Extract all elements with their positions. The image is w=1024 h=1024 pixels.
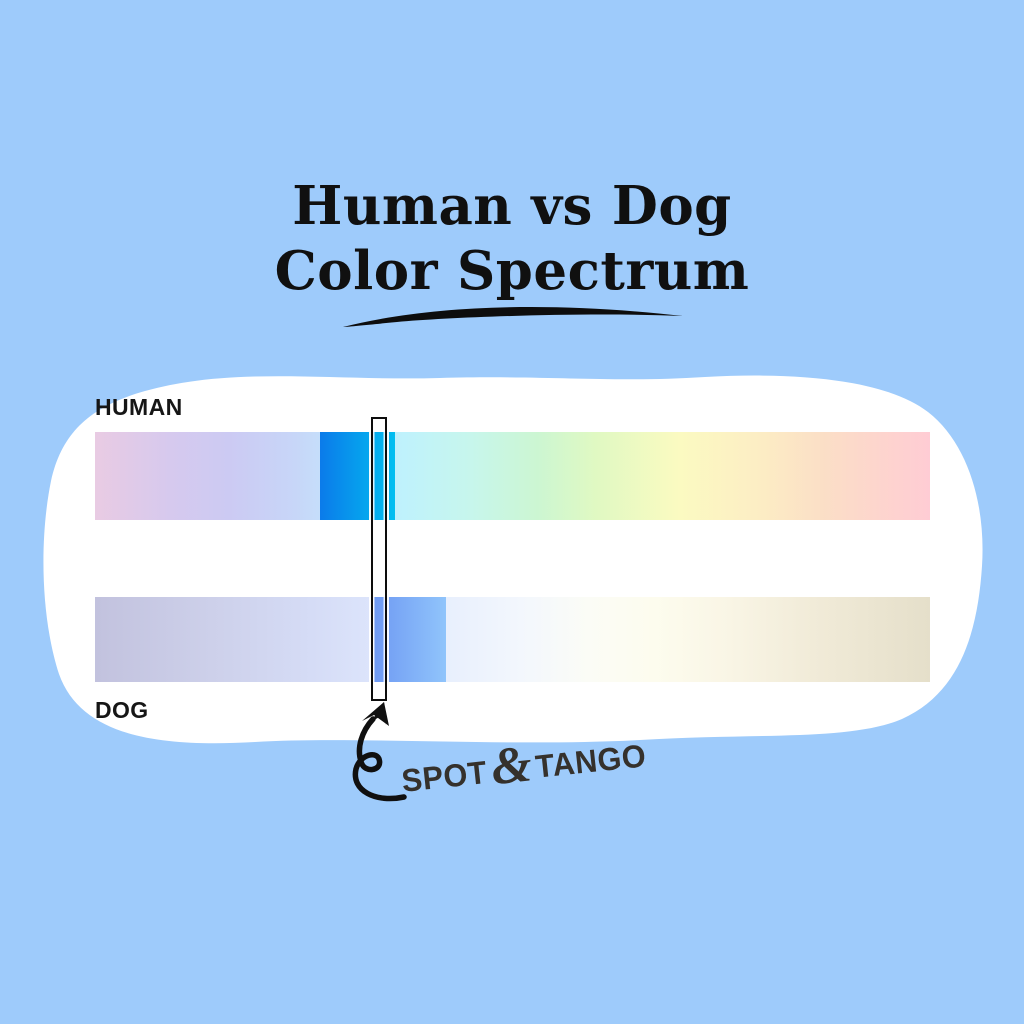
brand-wordmark: SPOT & TANGO (398, 734, 650, 800)
shared-wavelength-marker (371, 417, 387, 701)
human-row-label: HUMAN (95, 394, 183, 420)
page-title: Human vs Dog Color Spectrum (0, 174, 1024, 303)
dog-row-label: DOG (95, 697, 149, 723)
title-line-2: Color Spectrum (274, 239, 750, 302)
brand-ampersand-glyph: & (488, 734, 535, 796)
title-line-1: Human vs Dog (292, 175, 732, 237)
dog-spectrum-bar (95, 597, 930, 682)
human-spectrum-bar (95, 432, 930, 520)
title-underline-swoosh (343, 307, 683, 327)
brand-spot: SPOT (399, 754, 489, 799)
brand-tango: TANGO (533, 737, 648, 785)
